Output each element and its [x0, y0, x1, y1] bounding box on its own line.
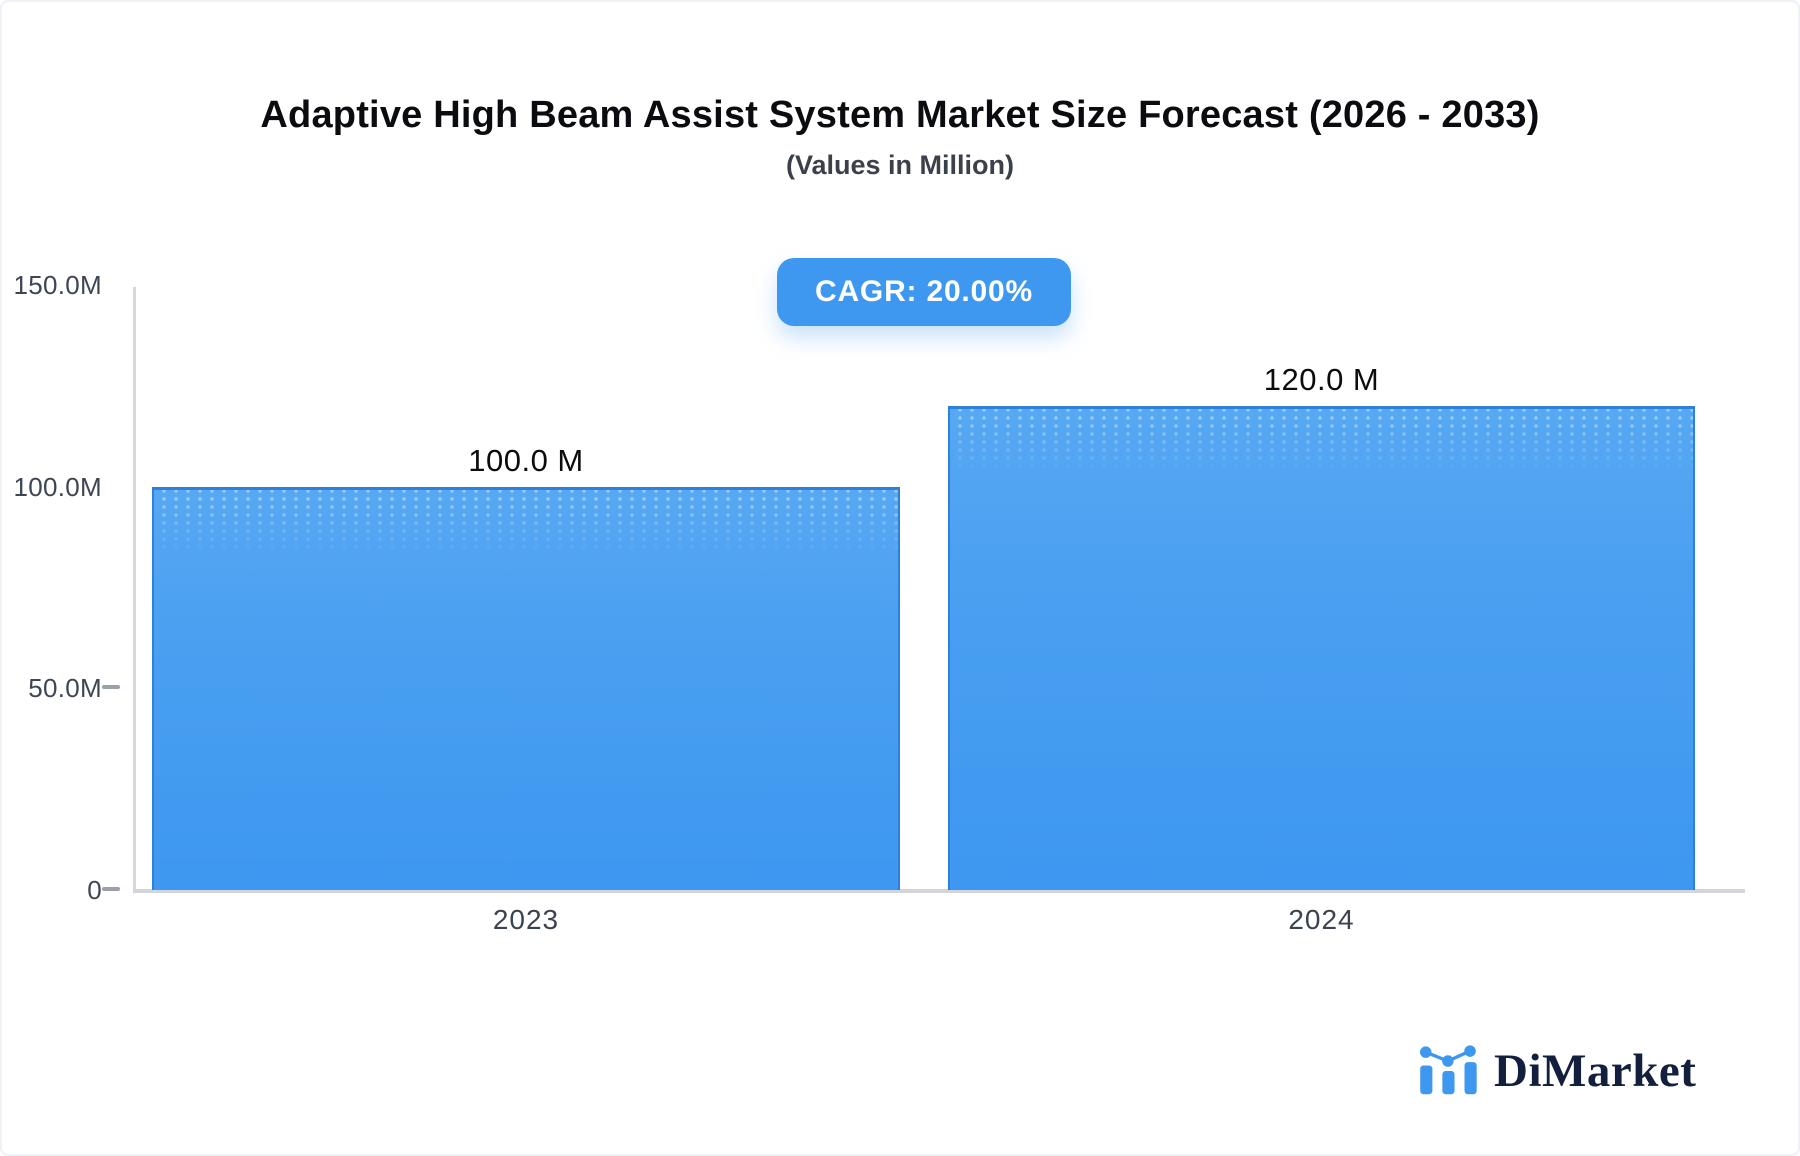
bar-2023[interactable] — [152, 486, 900, 890]
x-axis-line — [133, 889, 1745, 893]
cagr-badge: CAGR: 20.00% — [777, 258, 1072, 326]
bar-2024[interactable] — [948, 406, 1695, 890]
bar-value-label: 120.0 M — [1263, 362, 1380, 397]
y-axis-tick-mark — [102, 887, 120, 891]
y-axis-tick-label: 0 — [87, 875, 102, 905]
chart-title: Adaptive High Beam Assist System Market … — [260, 94, 1540, 136]
dimarket-logo: DiMarket — [1418, 1036, 1696, 1106]
dimarket-logo-text: DiMarket — [1494, 1045, 1697, 1097]
y-axis-tick-label: 150.0M — [13, 270, 102, 300]
dimarket-logo-icon — [1419, 1045, 1477, 1095]
chart-subtitle: (Values in Million) — [785, 150, 1015, 180]
x-axis-label: 2024 — [1288, 904, 1355, 935]
y-axis-tick-label: 100.0M — [13, 471, 102, 502]
y-axis-tick-mark — [102, 685, 120, 690]
bar-value-label: 100.0 M — [468, 442, 584, 478]
x-axis-label: 2023 — [492, 904, 560, 935]
y-axis-line — [133, 287, 136, 891]
y-axis-tick-label: 50.0M — [28, 673, 102, 704]
